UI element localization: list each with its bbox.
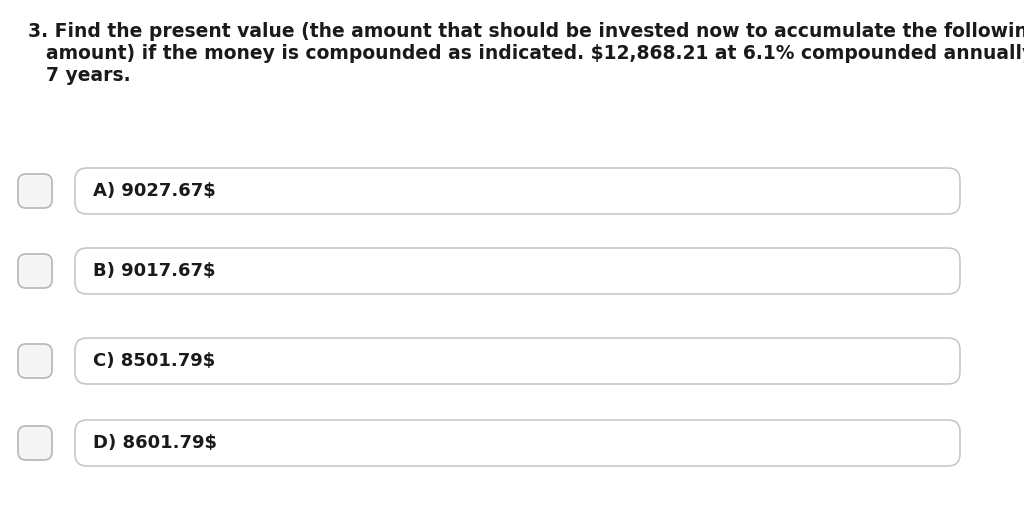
FancyBboxPatch shape (18, 254, 52, 288)
FancyBboxPatch shape (75, 168, 961, 214)
FancyBboxPatch shape (18, 344, 52, 378)
Text: 7 years.: 7 years. (46, 66, 131, 85)
FancyBboxPatch shape (75, 420, 961, 466)
Text: A) 9027.67$: A) 9027.67$ (93, 182, 216, 200)
FancyBboxPatch shape (75, 248, 961, 294)
Text: 3. Find the present value (the amount that should be invested now to accumulate : 3. Find the present value (the amount th… (28, 22, 1024, 41)
Text: C) 8501.79$: C) 8501.79$ (93, 352, 215, 370)
FancyBboxPatch shape (18, 174, 52, 208)
FancyBboxPatch shape (18, 426, 52, 460)
Text: D) 8601.79$: D) 8601.79$ (93, 434, 217, 452)
FancyBboxPatch shape (75, 338, 961, 384)
Text: amount) if the money is compounded as indicated. $12,868.21 at 6.1% compounded a: amount) if the money is compounded as in… (46, 44, 1024, 63)
Text: B) 9017.67$: B) 9017.67$ (93, 262, 215, 280)
